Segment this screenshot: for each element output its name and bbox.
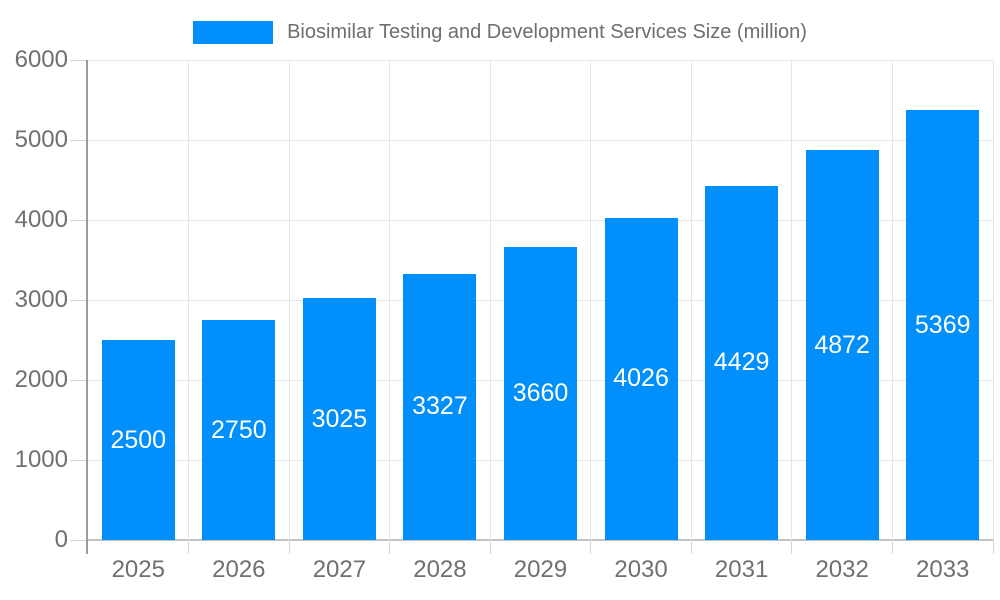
y-axis-label: 0 — [54, 526, 68, 553]
x-gridline — [489, 60, 491, 540]
x-gridline — [288, 60, 290, 540]
y-axis-label: 5000 — [14, 126, 68, 153]
bar-value-label: 3327 — [412, 392, 468, 421]
bar-2033[interactable]: 5369 — [906, 110, 980, 540]
x-axis-label: 2033 — [916, 556, 970, 583]
y-axis-label: 3000 — [14, 286, 68, 313]
x-tick — [489, 540, 491, 554]
x-axis-label: 2026 — [212, 556, 266, 583]
x-tick — [891, 540, 893, 554]
chart-legend[interactable]: Biosimilar Testing and Development Servi… — [0, 18, 1000, 46]
bar-value-label: 4872 — [814, 330, 870, 359]
y-tick — [70, 219, 88, 221]
y-axis-label: 6000 — [14, 46, 68, 73]
x-gridline — [690, 60, 692, 540]
y-tick — [70, 139, 88, 141]
y-axis-label: 4000 — [14, 206, 68, 233]
y-gridline — [88, 219, 993, 221]
bar-2029[interactable]: 3660 — [504, 247, 577, 540]
bar-value-label: 3660 — [512, 379, 569, 408]
x-gridline — [791, 60, 793, 540]
bar-2025[interactable]: 2500 — [101, 340, 175, 540]
bar-2030[interactable]: 4026 — [604, 217, 678, 540]
y-axis-label: 1000 — [14, 446, 68, 473]
y-tick — [70, 59, 88, 61]
bar-value-label: 4026 — [613, 364, 669, 393]
y-tick — [70, 299, 88, 301]
x-tick — [590, 540, 592, 554]
x-gridline — [891, 60, 893, 540]
bar-value-label: 5369 — [914, 310, 971, 339]
bar-2027[interactable]: 3025 — [302, 298, 376, 540]
x-axis-label: 2027 — [312, 556, 367, 583]
x-tick — [690, 540, 692, 554]
y-tick — [70, 459, 88, 461]
bar-value-label: 2500 — [110, 425, 167, 454]
x-axis-label: 2031 — [714, 556, 769, 583]
bar-value-label: 4429 — [713, 348, 770, 377]
bar-2026[interactable]: 2750 — [202, 320, 276, 540]
x-tick — [188, 540, 190, 554]
x-axis-label: 2029 — [513, 556, 568, 583]
y-tick — [70, 539, 88, 541]
bar-value-label: 3025 — [311, 404, 368, 433]
bar-2032[interactable]: 4872 — [805, 150, 879, 540]
legend-label: Biosimilar Testing and Development Servi… — [287, 20, 807, 43]
x-axis-label: 2028 — [413, 556, 467, 583]
x-tick — [992, 540, 994, 554]
y-tick — [70, 379, 88, 381]
y-axis-line — [86, 60, 88, 554]
y-gridline — [88, 139, 993, 141]
x-gridline — [188, 60, 190, 540]
legend-swatch-icon — [193, 20, 274, 44]
x-tick — [791, 540, 793, 554]
x-gridline — [992, 60, 994, 540]
x-axis-baseline — [88, 539, 993, 541]
bar-2028[interactable]: 3327 — [403, 273, 477, 540]
x-gridline — [389, 60, 391, 540]
x-tick — [389, 540, 391, 554]
y-gridline — [88, 59, 993, 61]
x-axis-label: 2025 — [111, 556, 165, 583]
x-axis-label: 2032 — [815, 556, 869, 583]
x-tick — [288, 540, 290, 554]
x-gridline — [590, 60, 592, 540]
y-axis-label: 2000 — [14, 366, 68, 393]
bar-value-label: 2750 — [211, 415, 267, 444]
x-axis-label: 2030 — [614, 556, 668, 583]
bar-2031[interactable]: 4429 — [705, 185, 779, 540]
